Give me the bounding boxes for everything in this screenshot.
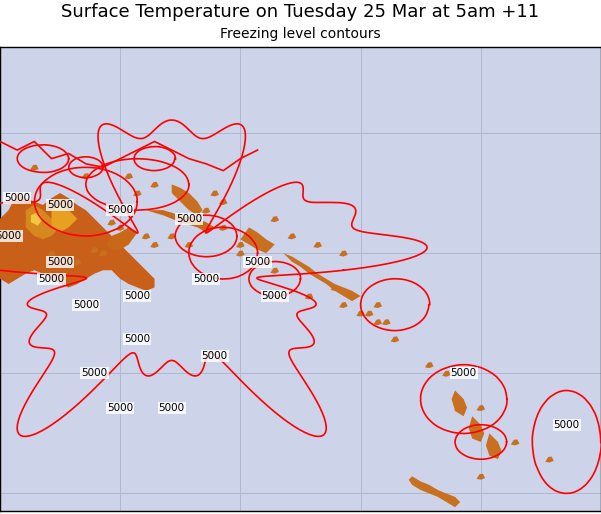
PathPatch shape bbox=[73, 259, 82, 265]
PathPatch shape bbox=[331, 285, 339, 291]
Text: Surface Temperature on Tuesday 25 Mar at 5am +11: Surface Temperature on Tuesday 25 Mar at… bbox=[61, 3, 540, 21]
PathPatch shape bbox=[270, 216, 279, 222]
PathPatch shape bbox=[545, 456, 554, 463]
PathPatch shape bbox=[31, 212, 43, 226]
PathPatch shape bbox=[262, 259, 270, 265]
Text: 5000: 5000 bbox=[201, 351, 228, 361]
PathPatch shape bbox=[108, 219, 116, 226]
PathPatch shape bbox=[477, 405, 485, 411]
PathPatch shape bbox=[373, 302, 382, 308]
PathPatch shape bbox=[0, 193, 154, 291]
PathPatch shape bbox=[339, 302, 348, 308]
PathPatch shape bbox=[391, 336, 399, 342]
Text: 5000: 5000 bbox=[261, 291, 288, 301]
Text: 5000: 5000 bbox=[81, 369, 108, 378]
PathPatch shape bbox=[477, 474, 485, 480]
Text: 5000: 5000 bbox=[47, 256, 73, 267]
PathPatch shape bbox=[47, 250, 56, 256]
Text: 5000: 5000 bbox=[159, 402, 185, 413]
PathPatch shape bbox=[106, 227, 138, 250]
PathPatch shape bbox=[442, 371, 451, 377]
PathPatch shape bbox=[236, 250, 245, 256]
PathPatch shape bbox=[172, 185, 203, 215]
Text: 5000: 5000 bbox=[124, 291, 150, 301]
PathPatch shape bbox=[313, 242, 322, 248]
PathPatch shape bbox=[382, 319, 391, 325]
PathPatch shape bbox=[270, 268, 279, 273]
PathPatch shape bbox=[356, 310, 365, 317]
PathPatch shape bbox=[240, 227, 275, 253]
PathPatch shape bbox=[150, 242, 159, 248]
PathPatch shape bbox=[511, 439, 519, 446]
Text: 5000: 5000 bbox=[193, 274, 219, 284]
PathPatch shape bbox=[210, 190, 219, 196]
PathPatch shape bbox=[185, 242, 193, 248]
PathPatch shape bbox=[142, 233, 150, 240]
Text: 5000: 5000 bbox=[73, 300, 99, 309]
PathPatch shape bbox=[236, 242, 245, 248]
PathPatch shape bbox=[339, 250, 348, 256]
Text: 5000: 5000 bbox=[176, 214, 202, 224]
Text: 5000: 5000 bbox=[47, 200, 73, 210]
PathPatch shape bbox=[288, 233, 296, 240]
PathPatch shape bbox=[116, 225, 124, 231]
Text: 5000: 5000 bbox=[124, 334, 150, 344]
Text: 5000: 5000 bbox=[245, 256, 270, 267]
PathPatch shape bbox=[82, 173, 90, 179]
PathPatch shape bbox=[26, 205, 60, 240]
PathPatch shape bbox=[219, 199, 228, 205]
PathPatch shape bbox=[30, 164, 38, 171]
Text: 5000: 5000 bbox=[554, 420, 580, 430]
PathPatch shape bbox=[409, 476, 460, 507]
PathPatch shape bbox=[451, 391, 467, 416]
Text: 5000: 5000 bbox=[107, 205, 133, 215]
PathPatch shape bbox=[202, 208, 210, 214]
PathPatch shape bbox=[425, 362, 433, 368]
Text: Freezing level contours: Freezing level contours bbox=[220, 27, 381, 41]
PathPatch shape bbox=[219, 225, 228, 231]
PathPatch shape bbox=[150, 182, 159, 188]
PathPatch shape bbox=[52, 205, 78, 232]
PathPatch shape bbox=[305, 293, 313, 300]
Text: 5000: 5000 bbox=[0, 231, 22, 241]
PathPatch shape bbox=[486, 433, 501, 459]
PathPatch shape bbox=[365, 310, 373, 317]
PathPatch shape bbox=[283, 253, 361, 301]
PathPatch shape bbox=[124, 173, 133, 179]
PathPatch shape bbox=[133, 190, 142, 196]
PathPatch shape bbox=[373, 319, 382, 325]
PathPatch shape bbox=[469, 416, 484, 442]
Text: 5000: 5000 bbox=[451, 369, 477, 378]
Text: 5000: 5000 bbox=[4, 193, 30, 203]
PathPatch shape bbox=[99, 250, 108, 256]
Text: 5000: 5000 bbox=[38, 274, 64, 284]
PathPatch shape bbox=[146, 210, 215, 232]
PathPatch shape bbox=[90, 247, 99, 253]
PathPatch shape bbox=[168, 233, 176, 240]
Text: 5000: 5000 bbox=[107, 402, 133, 413]
